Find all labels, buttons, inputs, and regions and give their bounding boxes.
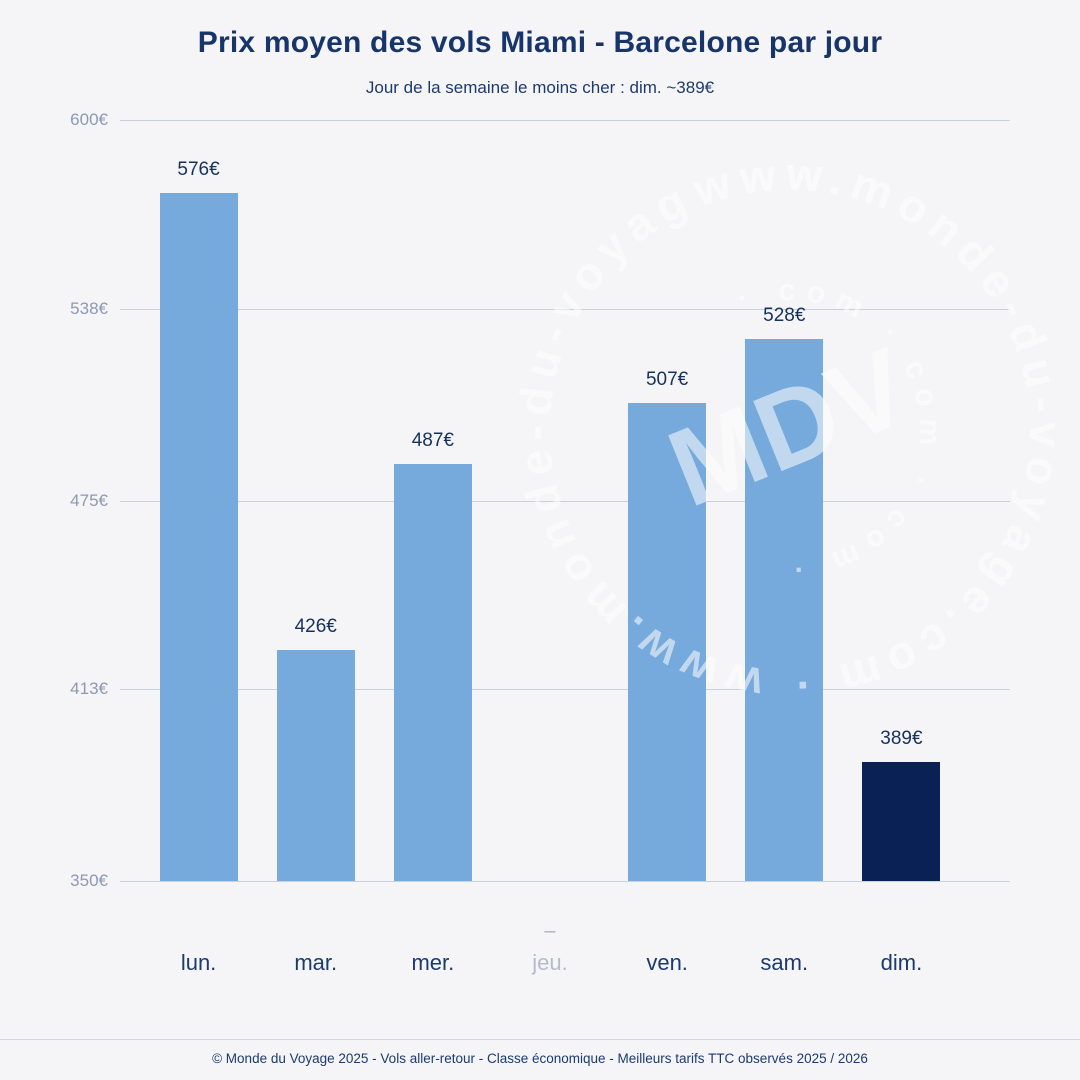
gridline [120, 500, 1010, 502]
x-tick-label-ven: ven. [646, 950, 688, 975]
bar-column: 389€ [843, 120, 960, 881]
gridline [120, 689, 1010, 691]
y-tick-label: 413€ [70, 679, 108, 699]
x-axis-cell: –mar. [257, 892, 374, 1002]
x-tick-label-jeu: jeu. [532, 950, 568, 975]
y-tick-label: 350€ [70, 871, 108, 890]
bar-mar[interactable] [276, 649, 355, 881]
x-axis-cell: –sam. [726, 892, 843, 1002]
footer-note: © Monde du Voyage 2025 - Vols aller-reto… [0, 1039, 1080, 1066]
x-tick-label-dim: dim. [880, 950, 923, 975]
bar-value-label: 487€ [411, 429, 454, 451]
gridline [120, 308, 1010, 310]
bar-lun[interactable] [159, 193, 238, 881]
x-axis-cell: –mer. [374, 892, 491, 1002]
missing-value-dash: – [544, 920, 556, 942]
gridline [120, 120, 1010, 121]
chart-subtitle: Jour de la semaine le moins cher : dim. … [365, 78, 715, 97]
bar-column: 576€ [140, 120, 257, 881]
x-tick-label-sam: sam. [760, 950, 809, 975]
bar-dim[interactable] [862, 762, 941, 881]
bar-ven[interactable] [628, 403, 707, 881]
bars-container: 576€ 426€ 487€ 507€ 528€ 389€ [140, 120, 960, 881]
chart-title: Prix moyen des vols Miami - Barcelone pa… [197, 26, 883, 59]
bar-column [491, 120, 608, 881]
bar-value-label: 389€ [880, 728, 923, 750]
bar-mer[interactable] [393, 463, 472, 881]
x-axis-cell: –lun. [140, 892, 257, 1002]
x-axis: –lun.–mar.–mer. – jeu. –ven.–sam.–dim. [140, 892, 960, 1002]
x-tick-label-lun: lun. [180, 950, 217, 975]
x-axis-cell: –ven. [609, 892, 726, 1002]
bar-value-label: 576€ [177, 159, 220, 181]
bar-value-label: 507€ [645, 369, 689, 391]
bar-value-label: 528€ [763, 305, 806, 327]
x-axis-cell: – jeu. [491, 892, 608, 1002]
bar-column: 507€ [609, 120, 726, 881]
bar-column: 426€ [257, 120, 374, 881]
bar-column: 528€ [726, 120, 843, 881]
gridline [120, 881, 1010, 882]
x-axis-cell: –dim. [843, 892, 960, 1002]
y-tick-label: 538€ [70, 298, 108, 318]
y-tick-label: 600€ [70, 110, 108, 129]
x-tick-label-mer: mer. [411, 950, 455, 975]
bar-column: 487€ [374, 120, 491, 881]
y-tick-label: 475€ [70, 490, 108, 510]
x-tick-label-mar: mar. [294, 950, 338, 975]
bar-value-label: 426€ [294, 615, 337, 637]
plot-area: 600€ 538€ 475€ 413€ 350€ [70, 110, 1010, 890]
bar-sam[interactable] [745, 339, 824, 881]
